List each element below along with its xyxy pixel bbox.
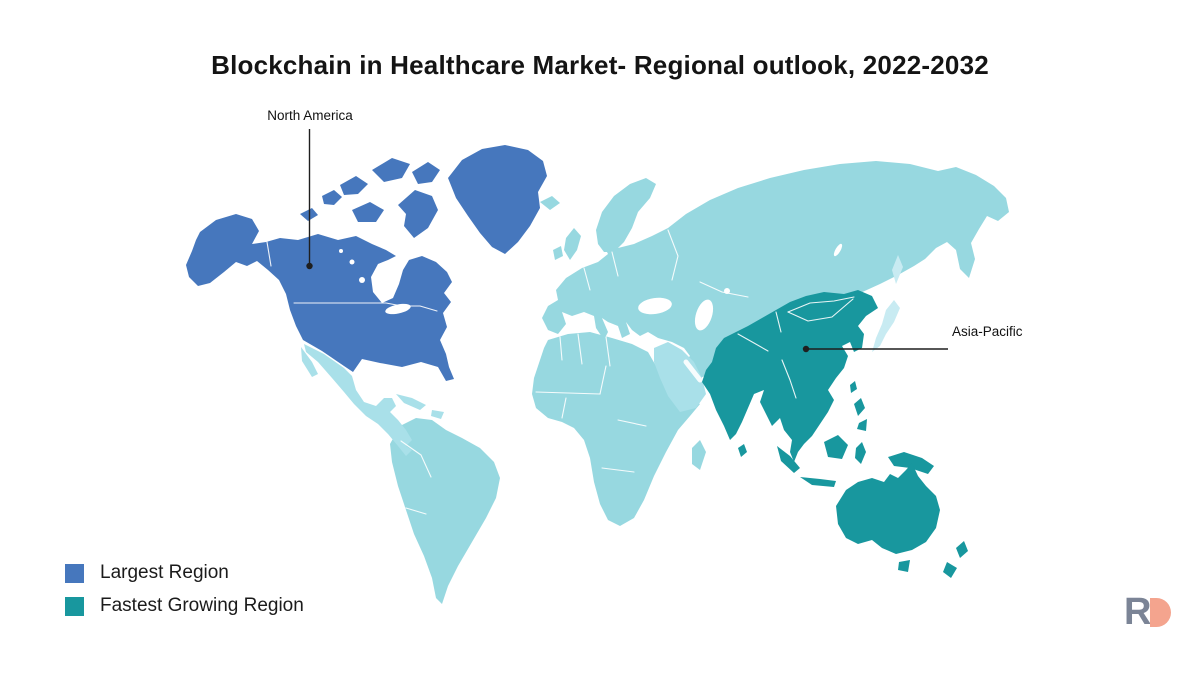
region-madagascar <box>692 440 706 470</box>
region-sumatra <box>777 446 800 473</box>
region-sakhalin <box>892 255 903 284</box>
himalaya-border <box>737 333 769 352</box>
region-hispaniola <box>431 410 444 419</box>
arctic-island <box>412 162 440 184</box>
canadian-lake <box>349 259 355 265</box>
border-line <box>535 391 601 395</box>
country-borders <box>266 229 855 515</box>
region-new-zealand <box>956 541 968 558</box>
region-cuba <box>396 394 426 410</box>
region-taiwan <box>850 381 857 393</box>
region-uk <box>564 228 581 260</box>
region-sri-lanka <box>738 444 747 457</box>
region-africa <box>532 332 700 526</box>
fastest-region-label: Fastest Growing Region <box>100 595 304 616</box>
border-line <box>561 397 567 419</box>
border-line <box>699 281 749 298</box>
region-baffin-island <box>398 190 438 238</box>
region-ireland <box>553 246 563 260</box>
region-iceland <box>540 196 560 210</box>
legend-item-largest: Largest Region <box>65 562 304 584</box>
asia-pacific-label: Asia-Pacific <box>952 324 1023 339</box>
callout-lines <box>306 129 948 353</box>
region-asia-mainland <box>702 290 878 462</box>
border-line <box>577 333 583 365</box>
border-line <box>599 365 607 395</box>
region-eurasia <box>542 161 1009 378</box>
us-canada-border <box>293 302 438 312</box>
border-line <box>667 229 679 281</box>
border-line <box>775 311 782 333</box>
region-japan <box>872 300 900 352</box>
region-new-zealand <box>943 562 957 578</box>
border-line <box>583 267 591 291</box>
region-arabia <box>654 342 706 412</box>
fastest-region-swatch <box>65 596 84 616</box>
page-title: Blockchain in Healthcare Market- Regiona… <box>211 50 989 80</box>
region-philippines <box>857 419 867 431</box>
north-america-callout-dot <box>306 262 313 270</box>
border-line <box>601 467 635 473</box>
border-line <box>605 336 611 367</box>
brand-logo: R <box>1124 591 1172 633</box>
alaska-border <box>266 241 272 267</box>
logo-d-shape-icon <box>1150 597 1172 627</box>
north-america-label: North America <box>267 108 353 123</box>
black-sea <box>638 297 672 315</box>
fastest-growing-region-group <box>702 290 968 578</box>
mongolia-border <box>787 296 855 313</box>
region-hainan <box>820 400 828 408</box>
arctic-island <box>340 176 368 195</box>
canadian-lake <box>359 277 365 283</box>
region-java <box>800 477 836 487</box>
border-line <box>559 336 563 361</box>
region-tasmania <box>898 560 910 572</box>
region-north-america-mainland <box>186 214 454 381</box>
asia-pacific-callout-dot <box>802 345 810 353</box>
border-line <box>400 440 432 478</box>
border-line <box>611 251 619 277</box>
border-line <box>405 507 427 515</box>
region-greenland <box>448 145 547 254</box>
border-line <box>617 419 647 427</box>
legend: Largest Region Fastest Growing Region <box>65 562 304 617</box>
arctic-island <box>352 202 384 222</box>
logo-letter-r: R <box>1124 591 1151 633</box>
largest-region-label: Largest Region <box>100 562 229 583</box>
region-mexico-central-america <box>304 344 412 456</box>
arctic-island <box>322 190 342 205</box>
persian-gulf <box>683 359 703 383</box>
region-borneo <box>824 435 848 459</box>
region-new-guinea <box>888 452 934 474</box>
arctic-island <box>372 158 410 182</box>
mongolia-border <box>787 298 854 322</box>
largest-region-group <box>186 145 547 381</box>
caspian-sea <box>694 299 714 331</box>
region-sulawesi <box>855 442 866 464</box>
region-baja-california <box>301 347 318 377</box>
rest-of-world-regions <box>301 161 1009 604</box>
region-australia <box>836 463 940 554</box>
largest-region-swatch <box>65 563 84 583</box>
inland-water <box>339 243 843 383</box>
region-philippines <box>854 398 865 416</box>
canadian-lake <box>339 249 343 253</box>
legend-item-fastest: Fastest Growing Region <box>65 595 304 617</box>
region-scandinavia <box>596 178 656 252</box>
lake-baikal <box>833 243 843 257</box>
region-south-america <box>390 418 500 604</box>
border-line <box>781 359 797 399</box>
